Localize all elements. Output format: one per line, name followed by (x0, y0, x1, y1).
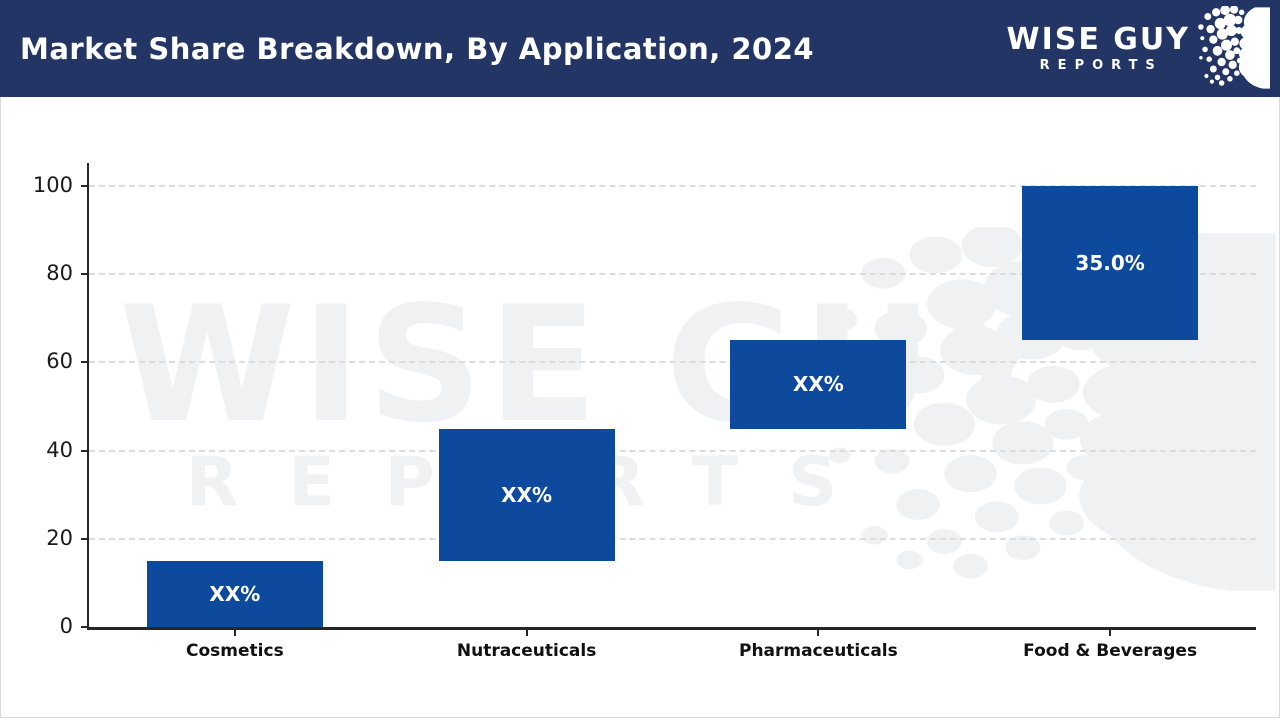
y-tick-label: 100 (32, 173, 73, 197)
x-tick-label-cosmetics: Cosmetics (186, 641, 284, 661)
x-tick-mark (233, 629, 236, 636)
x-tick-label-nutraceuticals: Nutraceuticals (456, 641, 597, 661)
y-tick-mark (81, 361, 89, 364)
y-tick-label: 20 (46, 525, 73, 550)
bar-pharmaceuticals: XX% (730, 340, 907, 429)
x-tick-label-pharmaceuticals: Pharmaceuticals (738, 641, 898, 661)
bar-value-label-nutraceuticals: XX% (501, 482, 553, 507)
y-tick-mark (81, 537, 89, 540)
header-bar: Market Share Breakdown, By Application, … (0, 0, 1280, 97)
plot-area: 0 20 40 60 80 100 XX% Cosmetics XX% Nutraceutical… (1, 97, 1279, 717)
logo-wordmark: WISE GUY (1006, 22, 1190, 57)
bar-nutraceuticals: XX% (438, 428, 615, 561)
page-title: Market Share Breakdown, By Application, … (20, 31, 815, 66)
y-tick-mark (81, 273, 89, 276)
y-tick-label: 40 (46, 437, 73, 462)
y-tick-label: 60 (46, 349, 73, 374)
x-tick-label-food-beverages: Food & Beverages (1023, 641, 1198, 661)
y-tick-mark (81, 449, 89, 452)
gridline (89, 449, 1256, 452)
x-tick-mark (525, 629, 528, 636)
bar-value-label-cosmetics: XX% (209, 581, 261, 606)
bar-value-label-pharmaceuticals: XX% (792, 372, 844, 397)
logo-text: WISE GUY REPORTS (1006, 23, 1190, 73)
logo-subtitle: REPORTS (1039, 58, 1163, 73)
y-tick-mark (81, 185, 89, 187)
bar-food-beverages: 35.0% (1022, 186, 1199, 341)
y-axis-line (87, 163, 89, 630)
bar-value-label-food-beverages: 35.0% (1075, 251, 1145, 276)
gridline (89, 273, 1256, 276)
y-tick-label: 80 (46, 261, 73, 286)
dotted-head-profile-icon (1194, 6, 1270, 90)
gridline (89, 361, 1256, 364)
y-tick-mark (81, 626, 89, 628)
gridline (89, 537, 1256, 540)
x-axis-line (87, 627, 1256, 630)
chart-canvas: WISE GUY REPORTS 020406080100XX%Cosmetic… (0, 97, 1280, 718)
gridline (89, 185, 1256, 187)
bar-cosmetics: XX% (146, 560, 323, 627)
wise-guy-reports-logo: WISE GUY REPORTS (1006, 6, 1270, 90)
y-tick-label: 0 (59, 614, 73, 638)
x-tick-mark (817, 629, 820, 636)
x-tick-mark (1109, 629, 1112, 636)
